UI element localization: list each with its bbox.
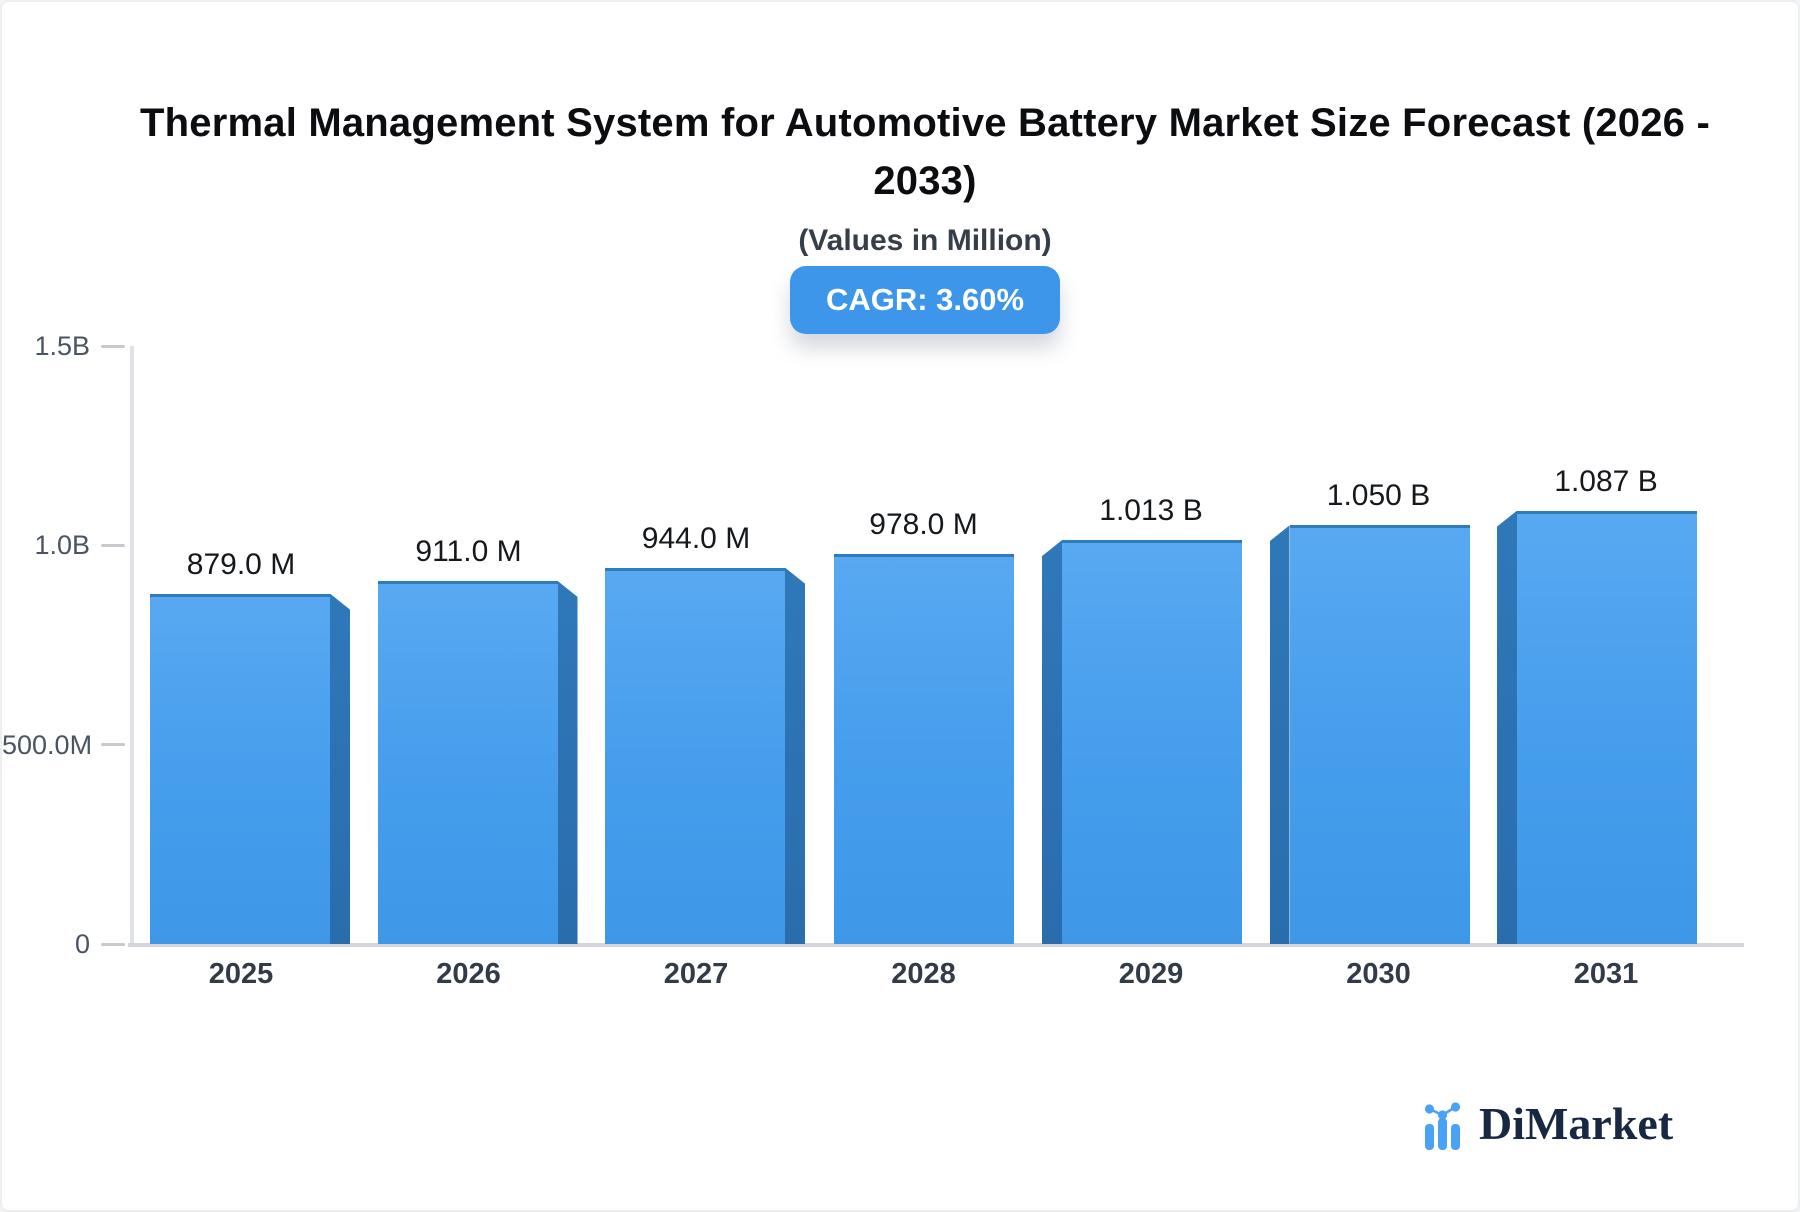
chart-subtitle: (Values in Million) [798,224,1052,257]
bar-2028[interactable] [833,554,1014,944]
bar-2030[interactable] [1289,525,1470,944]
y-tick-mark [101,942,125,946]
y-tick-label: 1.5B [34,331,90,361]
x-tick-label: 2027 [663,958,729,990]
x-tick-label: 2028 [891,958,956,990]
x-tick-label: 2030 [1346,958,1411,990]
bar-2026[interactable] [377,580,558,944]
x-tick-label: 2026 [436,958,501,990]
y-tick-label: 500.0M [2,729,93,760]
bar-side-face-2027 [785,567,805,944]
bar-value-label: 1.050 B [1326,479,1431,513]
chart-header: Thermal Management System for Automotive… [75,94,1775,334]
bar-side-face-2029 [1042,540,1062,944]
y-tick-label: 0 [74,929,90,959]
bar-2027[interactable] [605,567,785,944]
bar-side-face-2026 [557,580,578,944]
y-tick-label: 1.0B [34,530,90,561]
bar-value-label: 1.013 B [1099,494,1203,528]
y-axis-line [130,346,134,947]
dimarket-logo-icon [1424,1102,1461,1150]
x-axis-line [128,943,1744,947]
x-tick-label: 2031 [1573,958,1639,990]
dimarket-logo: DiMarket [1424,1098,1673,1150]
bar-value-label: 944.0 M [641,521,751,555]
bar-value-label: 1.087 B [1554,464,1658,498]
bar-value-label: 978.0 M [869,508,978,542]
y-tick-mark [101,543,125,547]
y-tick-mark [101,344,125,348]
bar-2029[interactable] [1062,540,1242,944]
bar-side-face-2025 [330,593,350,944]
x-tick-label: 2025 [208,958,274,990]
cagr-badge: CAGR: 3.60% [789,266,1061,334]
bar-value-label: 911.0 M [415,534,522,568]
x-tick-label: 2029 [1118,958,1184,990]
bar-2031[interactable] [1517,510,1697,944]
bar-side-face-2031 [1497,510,1517,944]
bar-value-label: 879.0 M [186,547,296,581]
bar-2025[interactable] [150,593,330,944]
y-tick-mark [101,743,125,747]
bar-side-face-2030 [1269,525,1290,944]
chart-title: Thermal Management System for Automotive… [140,101,1710,203]
dimarket-logo-text: DiMarket [1479,1098,1674,1149]
